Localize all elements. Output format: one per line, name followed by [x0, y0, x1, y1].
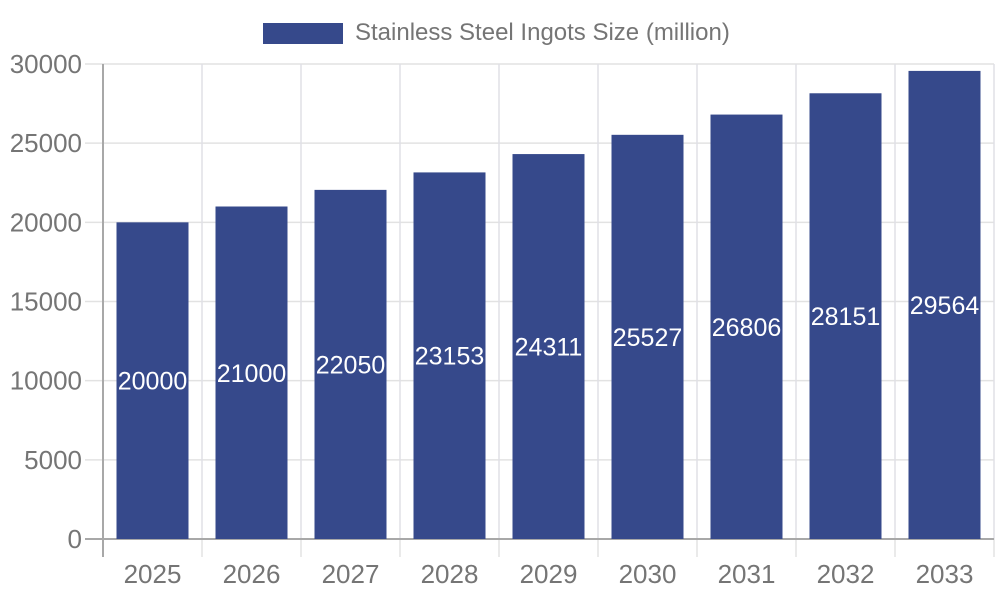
x-axis-tick-label-2025: 2025	[124, 559, 182, 589]
x-axis-tick-label-2029: 2029	[520, 559, 578, 589]
bar-value-label-2030: 25527	[613, 324, 683, 352]
legend-label: Stainless Steel Ingots Size (million)	[355, 19, 730, 46]
bar-2027	[314, 189, 387, 539]
bar-value-label-2029: 24311	[515, 334, 583, 362]
y-axis-tick-label: 10000	[10, 366, 82, 396]
bar-value-label-2026: 21000	[217, 360, 287, 388]
y-axis-tick-label: 20000	[10, 207, 82, 237]
bar-2026	[215, 206, 288, 539]
x-axis-tick-label-2028: 2028	[421, 559, 479, 589]
bar-value-label-2028: 23153	[415, 343, 485, 371]
bar-2032	[809, 93, 882, 540]
bar-2029	[512, 154, 585, 539]
y-axis-tick-label: 5000	[24, 445, 82, 475]
bar-value-label-2025: 20000	[118, 368, 188, 396]
y-axis-tick-label: 25000	[10, 128, 82, 158]
legend-swatch-icon	[263, 22, 343, 44]
bar-value-label-2031: 26806	[712, 314, 782, 342]
bar-2025	[116, 222, 189, 540]
bar-value-label-2027: 22050	[316, 351, 386, 379]
y-axis-tick-label: 30000	[10, 49, 82, 79]
bar-2028	[413, 172, 486, 539]
x-axis-tick-label-2030: 2030	[619, 559, 677, 589]
bar-2030	[611, 134, 684, 539]
x-axis-tick-label-2031: 2031	[718, 559, 776, 589]
y-axis-tick-label: 15000	[10, 287, 82, 317]
x-axis-tick-label-2032: 2032	[817, 559, 875, 589]
legend-item[interactable]: Stainless Steel Ingots Size (million)	[263, 20, 730, 46]
bar-value-label-2033: 29564	[910, 292, 980, 320]
x-axis-tick-label-2026: 2026	[223, 559, 281, 589]
legend: Stainless Steel Ingots Size (million)	[263, 20, 730, 46]
bar-2033	[908, 70, 981, 540]
x-axis-tick-label-2027: 2027	[322, 559, 380, 589]
bar-value-label-2032: 28151	[811, 303, 881, 331]
y-axis-tick-label: 0	[68, 524, 82, 554]
bar-2031	[710, 114, 783, 540]
x-axis-tick-label-2033: 2033	[916, 559, 974, 589]
